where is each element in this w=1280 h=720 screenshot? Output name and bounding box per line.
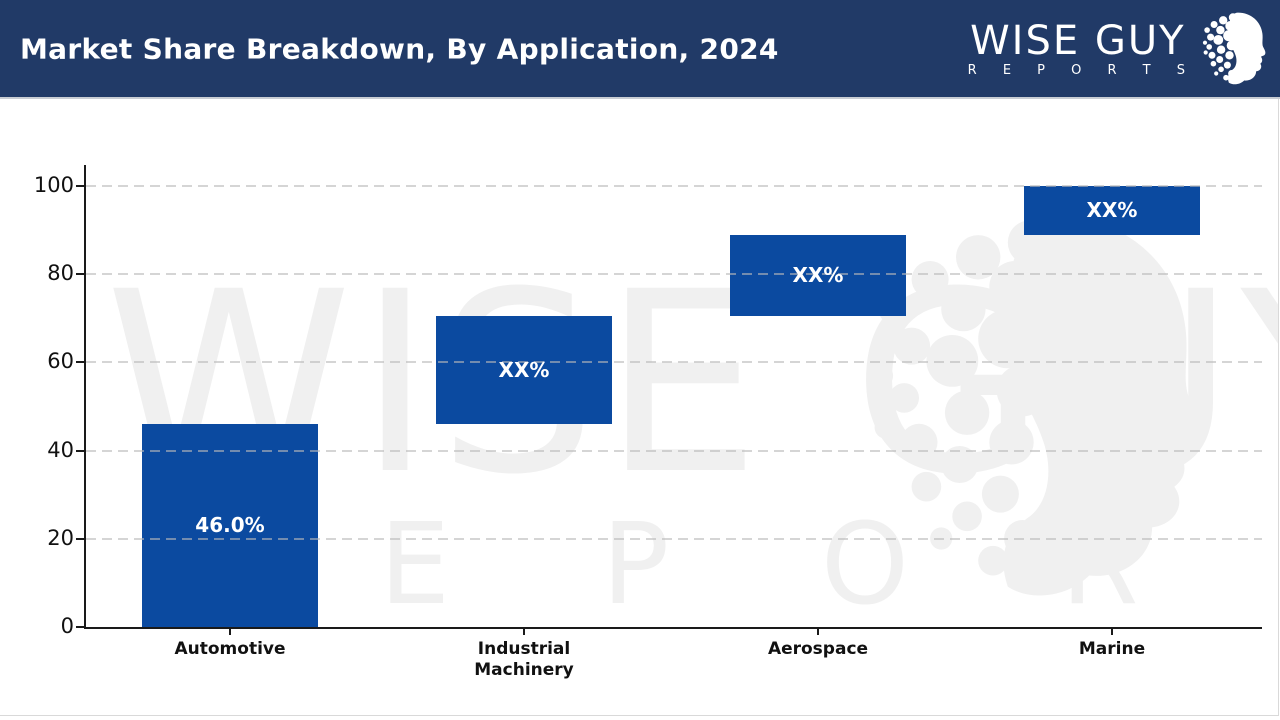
bar-marine bbox=[1024, 186, 1200, 235]
gridline-y-100 bbox=[86, 185, 1262, 187]
x-axis-label-industrial-machinery: Industrial Machinery bbox=[474, 639, 574, 680]
y-tick-label-40: 40 bbox=[47, 437, 74, 462]
y-tick-label-80: 80 bbox=[47, 261, 74, 286]
y-tick-20 bbox=[76, 537, 84, 540]
x-tick-industrial-machinery bbox=[523, 629, 525, 635]
wiseguy-head-logo-icon bbox=[1202, 12, 1266, 85]
page-title: Market Share Breakdown, By Application, … bbox=[20, 32, 779, 65]
bar-value-label-industrial-machinery: XX% bbox=[498, 358, 550, 383]
x-tick-marine bbox=[1111, 629, 1113, 635]
y-axis-line bbox=[84, 165, 86, 627]
x-axis-label-aerospace: Aerospace bbox=[767, 639, 869, 659]
y-tick-label-0: 0 bbox=[60, 614, 74, 638]
logo-wordmark-text: WISE GUY bbox=[970, 18, 1186, 64]
y-tick-0 bbox=[76, 626, 84, 628]
bar-automotive bbox=[142, 424, 318, 627]
x-tick-automotive bbox=[229, 629, 231, 635]
gridline-y-20 bbox=[86, 537, 1262, 540]
bar-value-label-automotive: 46.0% bbox=[195, 513, 265, 538]
y-tick-100 bbox=[76, 185, 84, 187]
gridline-y-40 bbox=[86, 449, 1262, 452]
y-tick-40 bbox=[76, 449, 84, 452]
logo-subtext: R E P O R T S bbox=[967, 63, 1196, 78]
bar-industrial-machinery bbox=[436, 316, 612, 425]
gridline-y-60 bbox=[86, 361, 1262, 364]
y-tick-80 bbox=[76, 273, 84, 276]
x-axis-line bbox=[84, 627, 1262, 629]
logo-wordmark: WISE GUY R E P O R T S bbox=[960, 20, 1196, 78]
y-tick-60 bbox=[76, 361, 84, 364]
y-tick-label-20: 20 bbox=[47, 525, 74, 550]
y-tick-label-60: 60 bbox=[47, 349, 74, 374]
bar-value-label-aerospace: XX% bbox=[792, 262, 844, 287]
gridline-y-80 bbox=[86, 273, 1262, 276]
x-tick-aerospace bbox=[817, 629, 819, 635]
x-axis-label-marine: Marine bbox=[1078, 639, 1146, 659]
bar-aerospace bbox=[730, 234, 906, 317]
chart-area: WISE GUY R E P O R T S 02040608010046.0%… bbox=[0, 99, 1279, 716]
watermark-head-icon bbox=[870, 216, 1202, 596]
x-axis-label-automotive: Automotive bbox=[174, 639, 286, 659]
wiseguy-logo: WISE GUY R E P O R T S bbox=[960, 4, 1268, 94]
bar-value-label-marine: XX% bbox=[1086, 198, 1138, 222]
header-bar: Market Share Breakdown, By Application, … bbox=[0, 0, 1280, 99]
y-tick-label-100: 100 bbox=[33, 173, 74, 197]
